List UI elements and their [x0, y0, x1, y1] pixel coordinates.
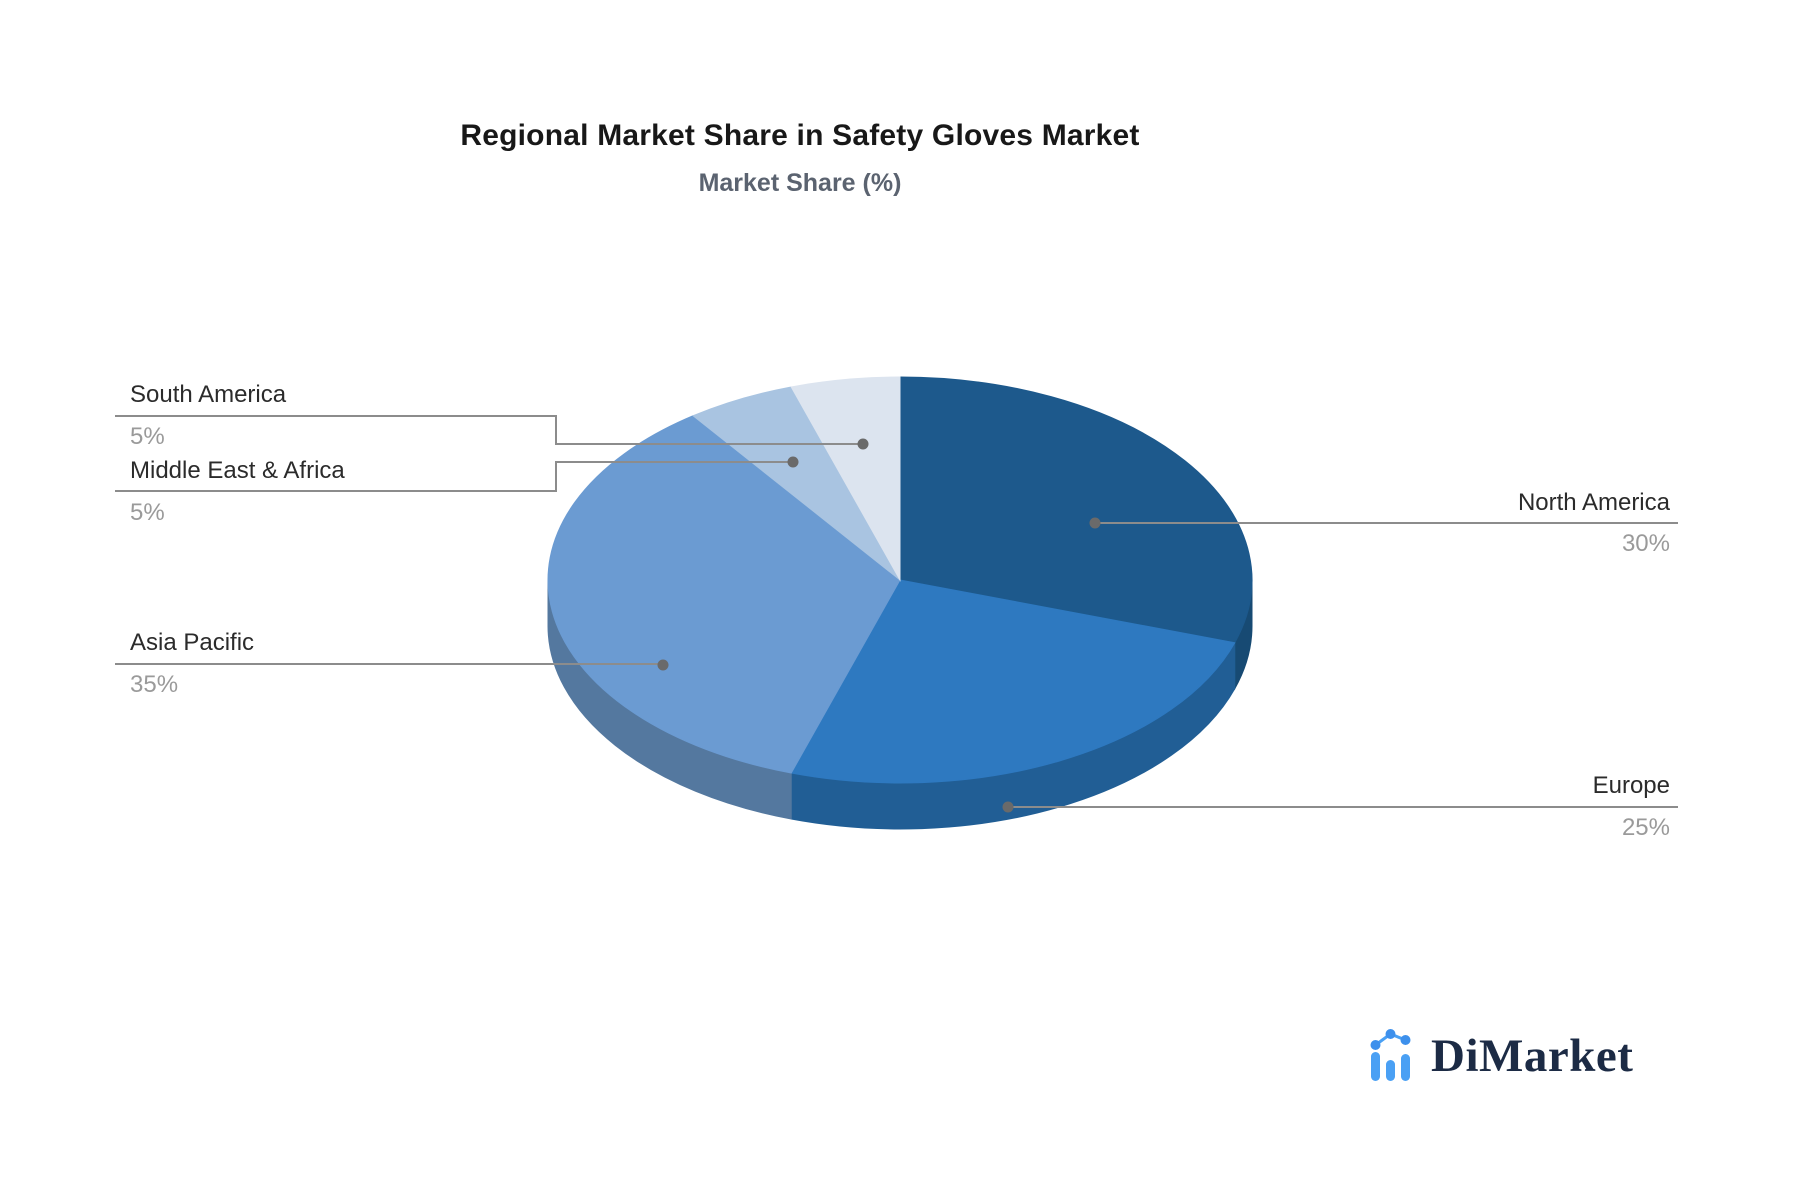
- value-north-america: 30%: [1621, 530, 1670, 557]
- callout-dot-north-america: [1089, 517, 1101, 529]
- pie-slice-south-america[interactable]: [790, 376, 901, 582]
- label-north-america: North America: [1517, 489, 1670, 516]
- chart-subtitle: Market Share (%): [698, 169, 902, 197]
- value-asia-pacific: 35%: [130, 671, 179, 698]
- bar-line-chart-icon: [1370, 1029, 1411, 1081]
- brand-logo: DiMarket: [1366, 1026, 1633, 1086]
- label-south-america: South America: [130, 381, 287, 408]
- value-europe: 25%: [1621, 814, 1670, 841]
- value-south-america: 5%: [130, 423, 165, 450]
- callout-dot-south-america: [857, 438, 869, 450]
- value-middle-east-africa: 5%: [130, 499, 165, 526]
- label-europe: Europe: [1592, 772, 1670, 799]
- pie-slice-north-america[interactable]: [899, 376, 1253, 644]
- pie-slice-europe[interactable]: [790, 579, 1236, 784]
- callout-line-middle-east-africa: [115, 461, 793, 492]
- callout-dot-europe: [1002, 801, 1014, 813]
- callout-line-south-america: [115, 415, 863, 445]
- callout-dot-middle-east-africa: [787, 456, 799, 468]
- callout-dot-asia-pacific: [657, 659, 669, 671]
- pie-slice-asia-pacific[interactable]: [547, 415, 901, 774]
- brand-logo-text: DiMarket: [1431, 1030, 1634, 1082]
- label-middle-east-africa: Middle East & Africa: [130, 457, 345, 484]
- chart-title: Regional Market Share in Safety Gloves M…: [460, 119, 1140, 152]
- label-asia-pacific: Asia Pacific: [130, 629, 255, 656]
